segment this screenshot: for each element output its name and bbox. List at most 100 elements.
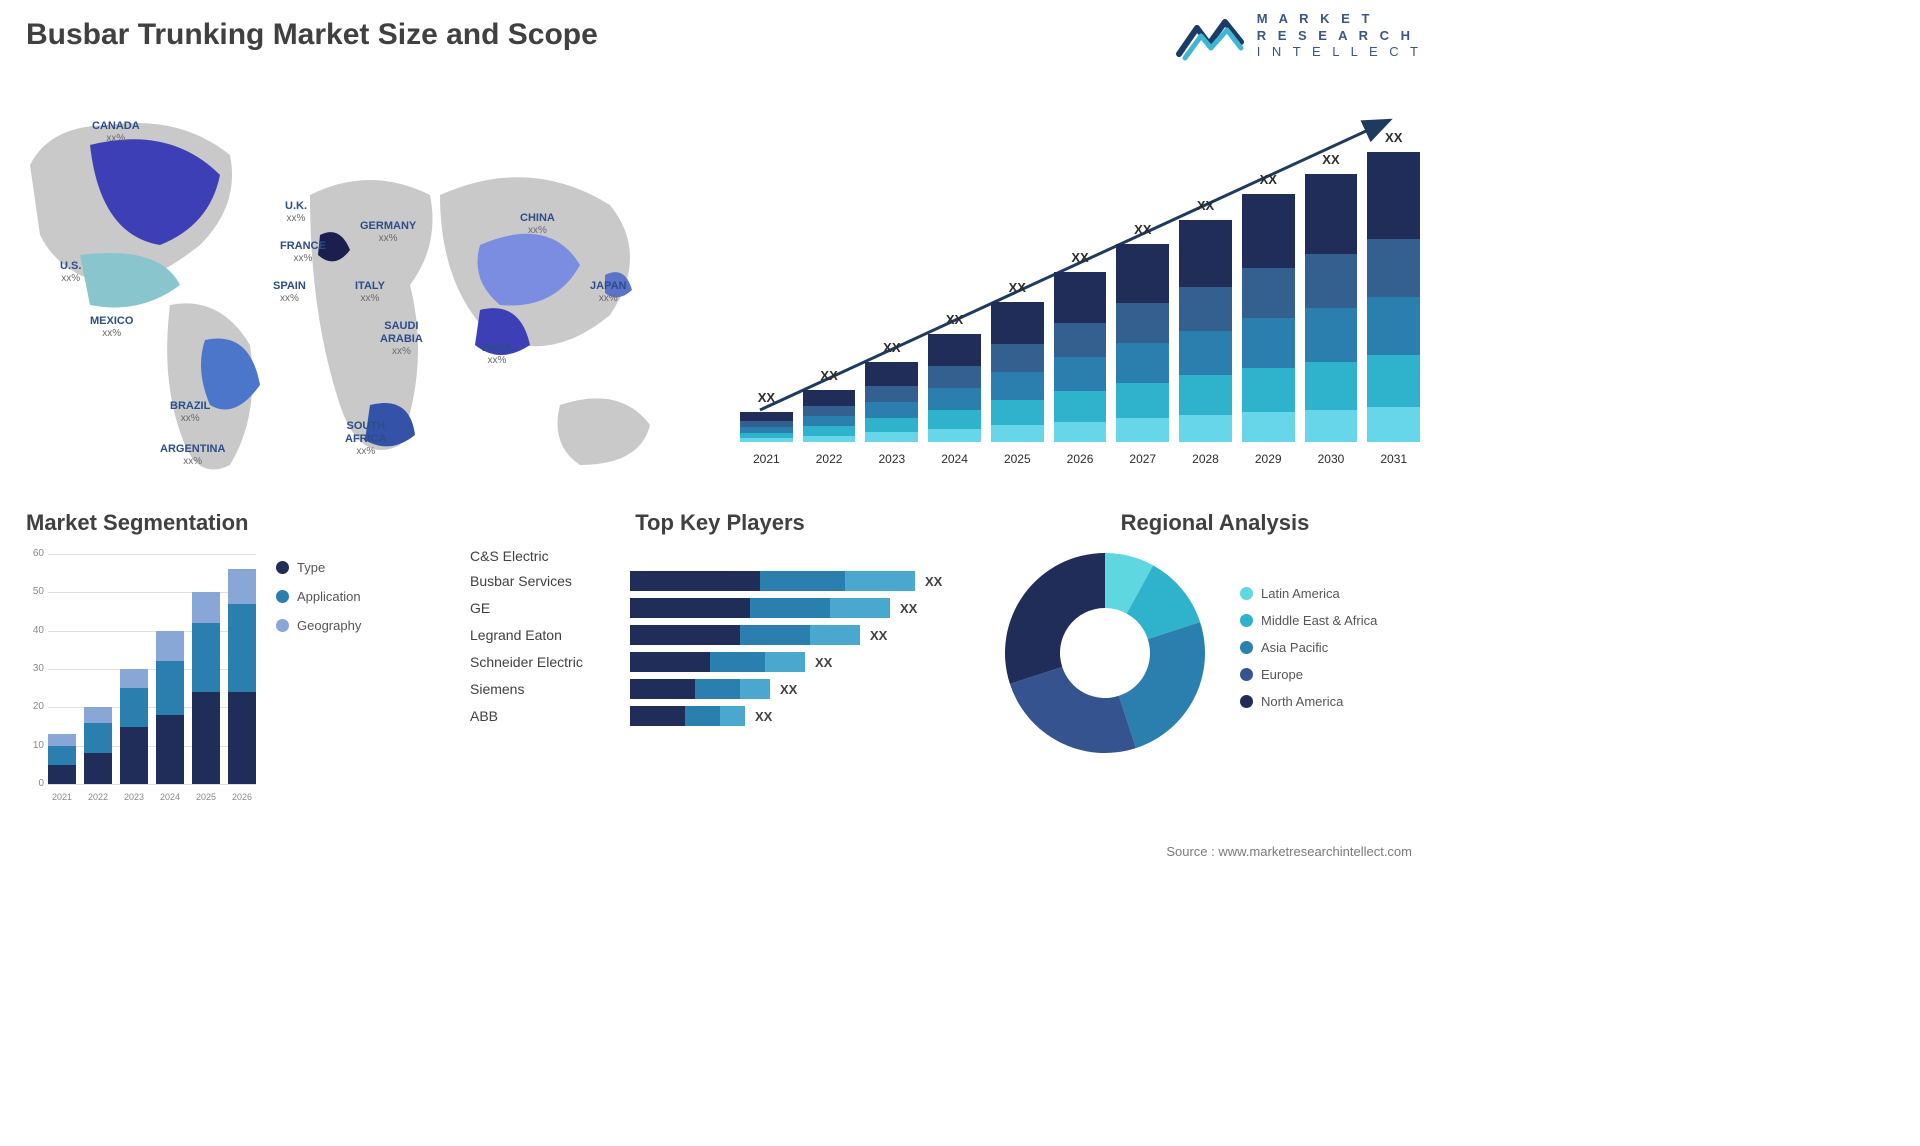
growth-bar-year: 2023: [878, 452, 905, 466]
segmentation-bar: 2024: [156, 631, 184, 784]
country-label: JAPANxx%: [590, 280, 626, 305]
growth-bar: XX2025: [991, 302, 1044, 442]
logo-line3: I N T E L L E C T: [1257, 44, 1422, 61]
player-name: Legrand Eaton: [470, 627, 630, 643]
growth-bar-value: XX: [820, 368, 837, 383]
country-label: CHINAxx%: [520, 212, 555, 237]
growth-bar-year: 2029: [1255, 452, 1282, 466]
legend-item: Asia Pacific: [1240, 640, 1377, 655]
donut-segment: [1119, 622, 1205, 748]
segmentation-ytick: 0: [26, 778, 44, 789]
growth-bar: XX2031: [1367, 152, 1420, 442]
country-label: ARGENTINAxx%: [160, 443, 225, 468]
logo-line1: M A R K E T: [1257, 11, 1374, 26]
growth-chart: XX2021XX2022XX2023XX2024XX2025XX2026XX20…: [740, 100, 1420, 470]
world-map: CANADAxx%U.S.xx%MEXICOxx%BRAZILxx%ARGENT…: [10, 85, 690, 485]
growth-bar-year: 2027: [1129, 452, 1156, 466]
legend-item: Europe: [1240, 667, 1377, 682]
regional-legend: Latin AmericaMiddle East & AfricaAsia Pa…: [1240, 586, 1377, 721]
segmentation-bar-year: 2026: [228, 792, 256, 802]
player-name: Siemens: [470, 681, 630, 697]
growth-bar-year: 2031: [1380, 452, 1407, 466]
donut-segment: [1005, 553, 1105, 684]
growth-bar: XX2022: [803, 390, 856, 442]
growth-bar-year: 2021: [753, 452, 780, 466]
country-label: SAUDIARABIAxx%: [380, 320, 423, 358]
country-label: SOUTHAFRICAxx%: [345, 420, 387, 458]
segmentation-ytick: 60: [26, 548, 44, 559]
growth-bar-value: XX: [1134, 222, 1151, 237]
page-title: Busbar Trunking Market Size and Scope: [26, 18, 598, 52]
growth-bar: XX2028: [1179, 220, 1232, 442]
player-value: XX: [870, 628, 887, 643]
segmentation-legend: TypeApplicationGeography: [276, 560, 361, 647]
player-name: GE: [470, 600, 630, 616]
player-name: Busbar Services: [470, 573, 630, 589]
growth-bar-value: XX: [1322, 152, 1339, 167]
growth-bar-year: 2026: [1067, 452, 1094, 466]
country-label: FRANCExx%: [280, 240, 326, 265]
player-row: ABB XX: [470, 706, 970, 726]
growth-bar: XX2030: [1305, 174, 1358, 442]
legend-item: Geography: [276, 618, 361, 633]
segmentation-bar: 2025: [192, 592, 220, 784]
player-value: XX: [780, 682, 797, 697]
growth-bar: XX2027: [1116, 244, 1169, 442]
player-value: XX: [815, 655, 832, 670]
segmentation-ytick: 40: [26, 625, 44, 636]
player-value: XX: [925, 574, 942, 589]
segmentation-bar: 2026: [228, 569, 256, 784]
country-label: GERMANYxx%: [360, 220, 416, 245]
segmentation-ytick: 30: [26, 663, 44, 674]
growth-bar-value: XX: [758, 390, 775, 405]
legend-item: Type: [276, 560, 361, 575]
growth-bar-value: XX: [1385, 130, 1402, 145]
segmentation-ytick: 20: [26, 701, 44, 712]
player-row: Schneider Electric XX: [470, 652, 970, 672]
growth-bar-year: 2025: [1004, 452, 1031, 466]
growth-bar-year: 2022: [816, 452, 843, 466]
segmentation-ytick: 10: [26, 740, 44, 751]
player-name: ABB: [470, 708, 630, 724]
player-name: C&S Electric: [470, 548, 630, 564]
legend-item: North America: [1240, 694, 1377, 709]
country-label: INDIAxx%: [482, 342, 512, 367]
country-label: U.S.xx%: [60, 260, 81, 285]
player-bar: [630, 706, 745, 726]
regional-title: Regional Analysis: [1000, 510, 1430, 536]
country-label: SPAINxx%: [273, 280, 306, 305]
segmentation-bar: 2021: [48, 734, 76, 784]
growth-bar-value: XX: [1071, 250, 1088, 265]
growth-bar: XX2024: [928, 334, 981, 442]
logo-icon: [1175, 10, 1247, 62]
key-players-section: Top Key Players C&S ElectricBusbar Servi…: [470, 510, 970, 733]
logo-text: M A R K E T R E S E A R C H I N T E L L …: [1257, 11, 1422, 62]
regional-section: Regional Analysis Latin AmericaMiddle Ea…: [1000, 510, 1430, 758]
source-attribution: Source : www.marketresearchintellect.com: [1166, 844, 1412, 859]
growth-bar-value: XX: [1197, 198, 1214, 213]
logo-line2: R E S E A R C H: [1257, 28, 1414, 43]
player-row: Busbar Services XX: [470, 571, 970, 591]
growth-bar: XX2023: [865, 362, 918, 442]
player-row: GEXX: [470, 598, 970, 618]
growth-bar: XX2029: [1242, 194, 1295, 442]
player-bar: [630, 679, 770, 699]
player-bar: [630, 571, 915, 591]
growth-bar-year: 2024: [941, 452, 968, 466]
segmentation-bar: 2022: [84, 707, 112, 784]
brand-logo: M A R K E T R E S E A R C H I N T E L L …: [1175, 10, 1422, 62]
segmentation-bar: 2023: [120, 669, 148, 784]
segmentation-bar-year: 2023: [120, 792, 148, 802]
segmentation-ytick: 50: [26, 586, 44, 597]
country-label: U.K.xx%: [285, 200, 307, 225]
country-label: ITALYxx%: [355, 280, 385, 305]
country-label: CANADAxx%: [92, 120, 140, 145]
player-value: XX: [755, 709, 772, 724]
donut-segment: [1010, 667, 1136, 753]
segmentation-bar-year: 2021: [48, 792, 76, 802]
player-bar: [630, 652, 805, 672]
growth-bar-year: 2030: [1318, 452, 1345, 466]
growth-bar-year: 2028: [1192, 452, 1219, 466]
player-name: Schneider Electric: [470, 654, 630, 670]
growth-bar-value: XX: [946, 312, 963, 327]
